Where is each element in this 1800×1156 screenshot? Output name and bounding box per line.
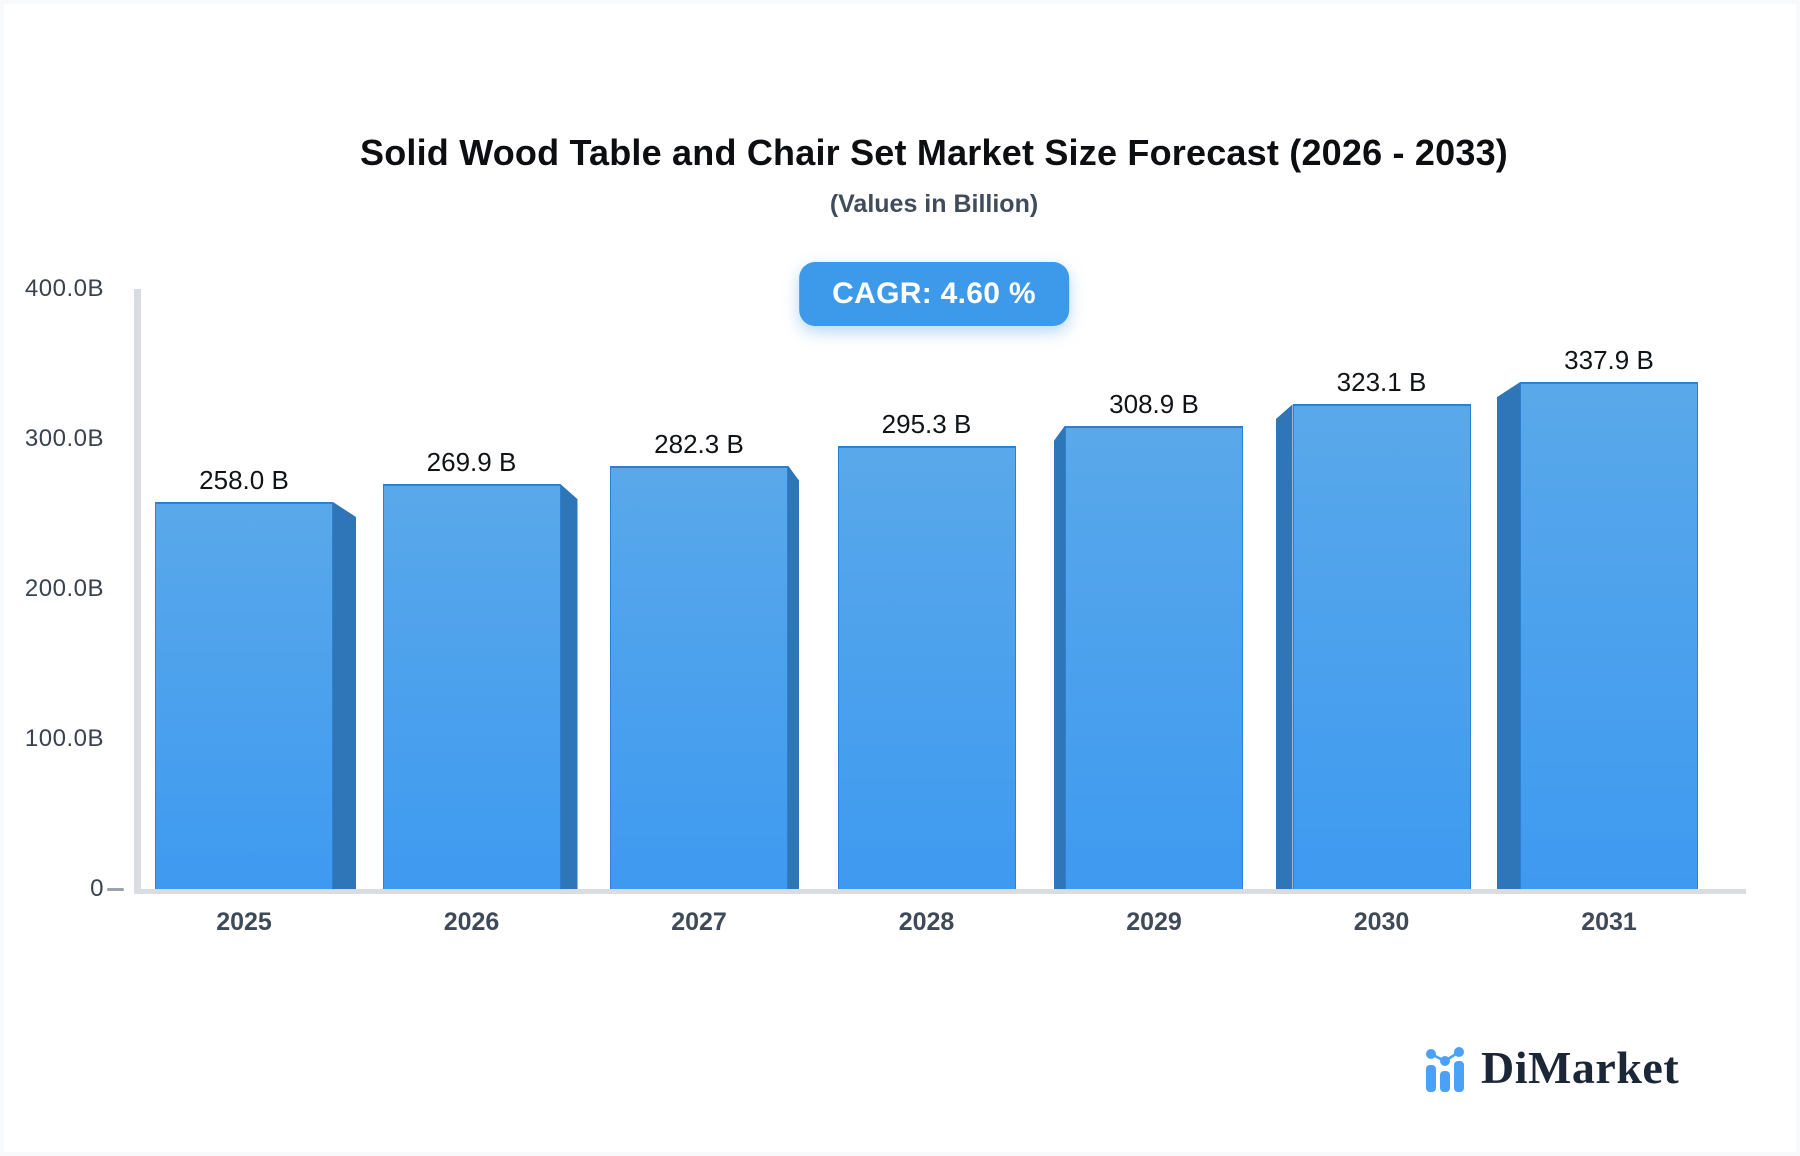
y-axis-tick-label: 100.0B (24, 725, 104, 752)
bar-2029 (1065, 425, 1243, 889)
brand-logo: DiMarket (1424, 1044, 1679, 1092)
bar-3d-side (560, 484, 578, 889)
x-axis-label: 2026 (443, 908, 500, 936)
bar-3d-side (788, 465, 799, 889)
bar-value-label: 323.1 B (1336, 367, 1427, 398)
x-axis-line (134, 889, 1746, 894)
y-axis-tick-label: 300.0B (24, 425, 104, 452)
bar-2026 (382, 484, 561, 889)
bar-value-label: 282.3 B (654, 428, 744, 459)
x-axis-label: 2029 (1126, 908, 1182, 936)
bar-2031 (1520, 382, 1698, 889)
bar-value-label: 269.9 B (426, 447, 517, 478)
bar-2027 (610, 465, 788, 889)
x-axis-label: 2030 (1353, 908, 1410, 936)
bar-2025 (155, 502, 333, 889)
bar-value-label: 308.9 B (1109, 388, 1199, 419)
x-axis-label: 2031 (1581, 908, 1637, 936)
bar-value-label: 258.0 B (199, 465, 289, 495)
bar-value-label: 295.3 B (881, 409, 972, 440)
y-axis-tick-label: 400.0B (24, 275, 104, 302)
chart-title: Solid Wood Table and Chair Set Market Si… (359, 132, 1509, 173)
mini-bar-chart-icon (1426, 1047, 1464, 1092)
bar-2028 (837, 446, 1016, 889)
cagr-badge-label: CAGR: 4.60 % (832, 277, 1036, 310)
bar-3d-side (333, 502, 356, 889)
y-axis-line (134, 289, 141, 894)
bar-3d-side (1275, 404, 1293, 889)
brand-logo-text: DiMarket (1481, 1042, 1680, 1093)
chart-subtitle: (Values in Billion) (829, 190, 1039, 218)
bar-2030 (1292, 404, 1471, 889)
bar-3d-side (1054, 425, 1065, 889)
y-axis-tick-label: 0 (90, 875, 104, 902)
x-axis-label: 2025 (216, 908, 272, 936)
bar-3d-side (1497, 382, 1520, 889)
x-axis-label: 2028 (898, 908, 955, 936)
y-axis-tick-label: 200.0B (24, 575, 104, 602)
x-axis-label: 2027 (671, 908, 727, 936)
bar-value-label: 337.9 B (1564, 345, 1654, 376)
y-axis-zero-tick (107, 888, 124, 891)
cagr-badge: CAGR: 4.60 % (799, 262, 1069, 326)
